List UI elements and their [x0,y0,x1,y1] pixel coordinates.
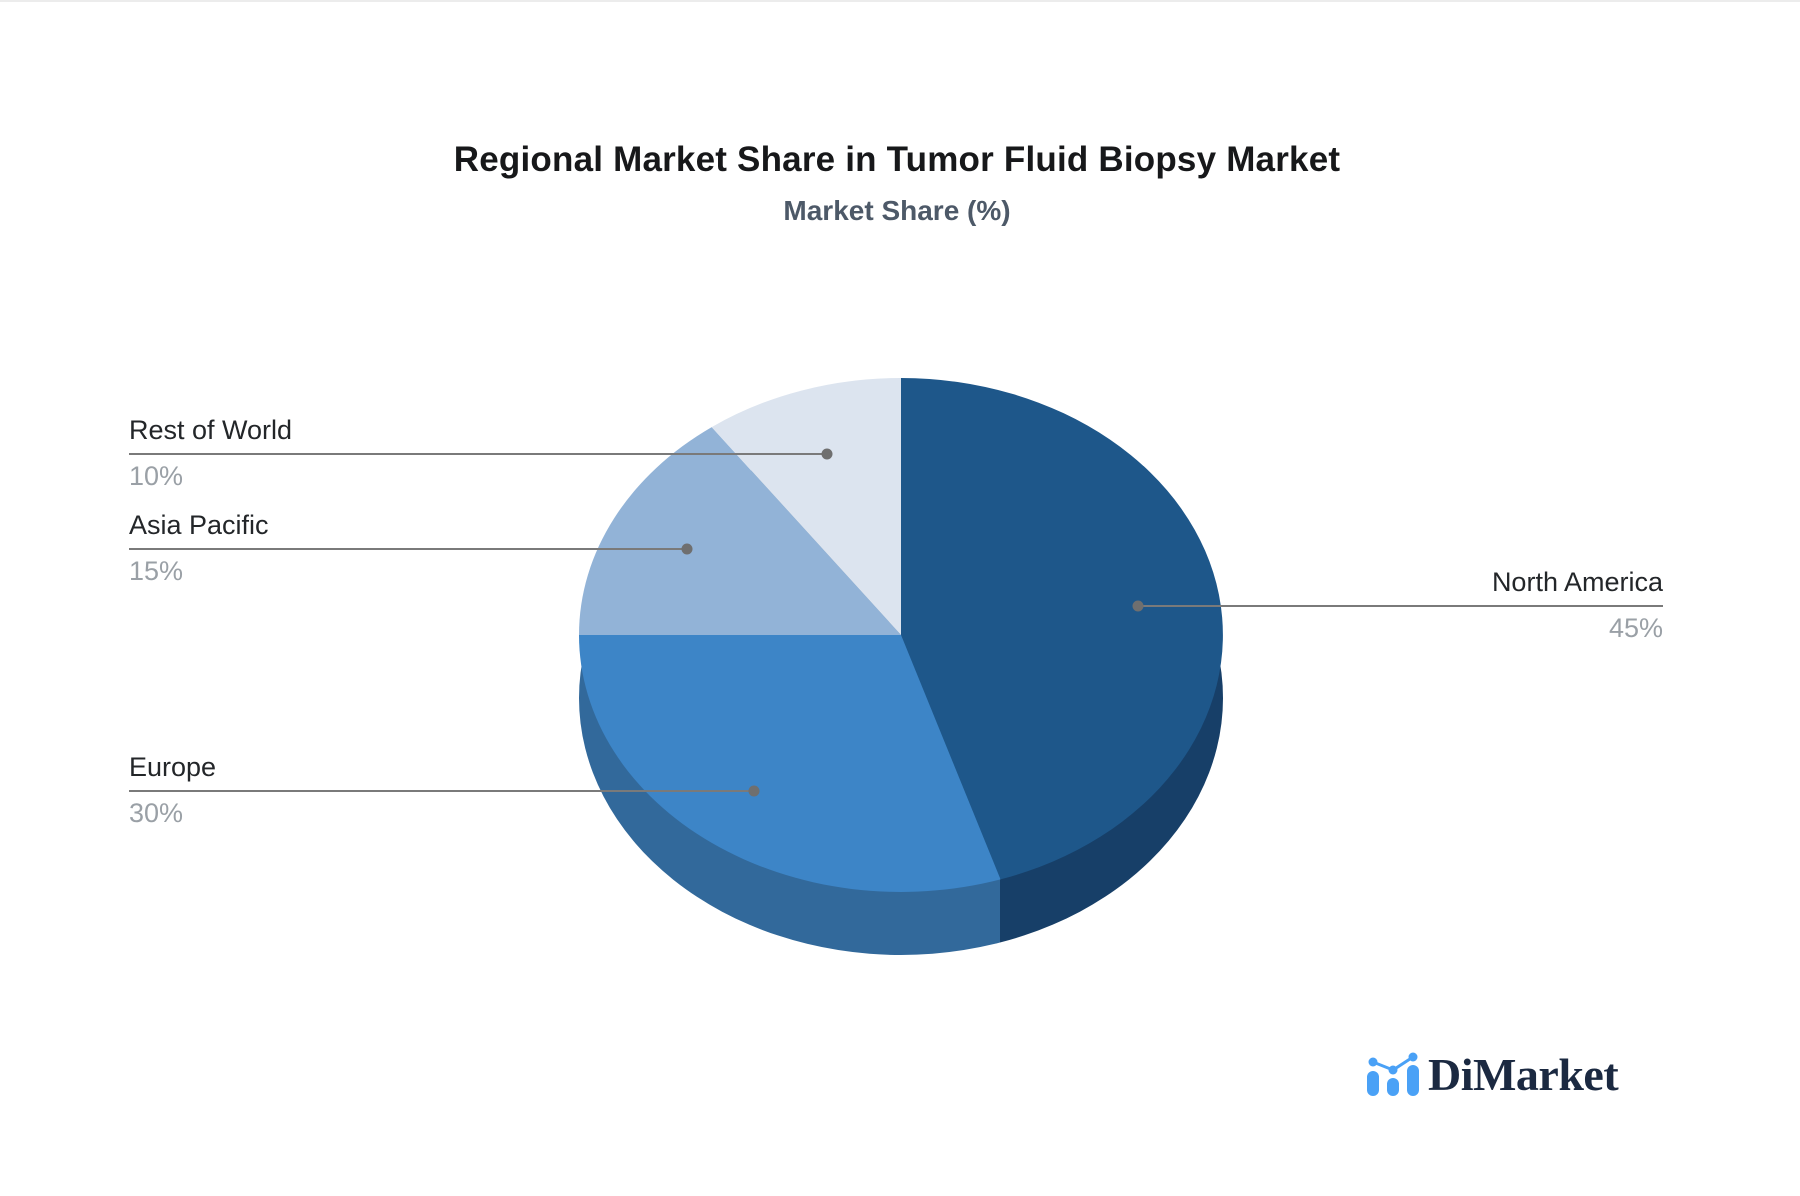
slice-rest-of-world[interactable] [711,378,901,635]
label-europe: Europe 30% [129,752,216,828]
slice-label: Rest of World [129,415,293,445]
label-north-america: North America 45% [1492,567,1663,643]
slice-label: North America [1491,567,1663,597]
bar-trend-chart-icon [1367,1052,1419,1096]
label-asia-pacific: Asia Pacific 15% [129,510,269,586]
leader-dot-europe [748,785,760,797]
leader-dot-north-america [1132,600,1144,612]
page-title: Regional Market Share in Tumor Fluid Bio… [453,140,1341,179]
slice-percent: 15% [129,556,184,586]
slice-north-america[interactable] [901,378,1223,880]
brand-logo: DiMarket [1361,1042,1619,1100]
leader-lines [129,448,1663,797]
label-rest-of-world: Rest of World 10% [129,415,292,491]
slice-label: Asia Pacific [129,510,269,540]
slice-label: Europe [129,752,217,782]
leader-dot-asia-pacific [681,543,693,555]
slice-asia-pacific[interactable] [579,427,901,635]
brand-name: DiMarket [1428,1049,1619,1100]
slice-percent: 10% [129,461,184,491]
slice-percent: 30% [129,798,184,828]
pie-slices [579,378,1223,892]
slice-europe[interactable] [579,635,1001,892]
leader-dot-rest-of-world [821,448,833,460]
slice-percent: 45% [1608,613,1663,643]
page-subtitle: Market Share (%) [783,195,1011,226]
